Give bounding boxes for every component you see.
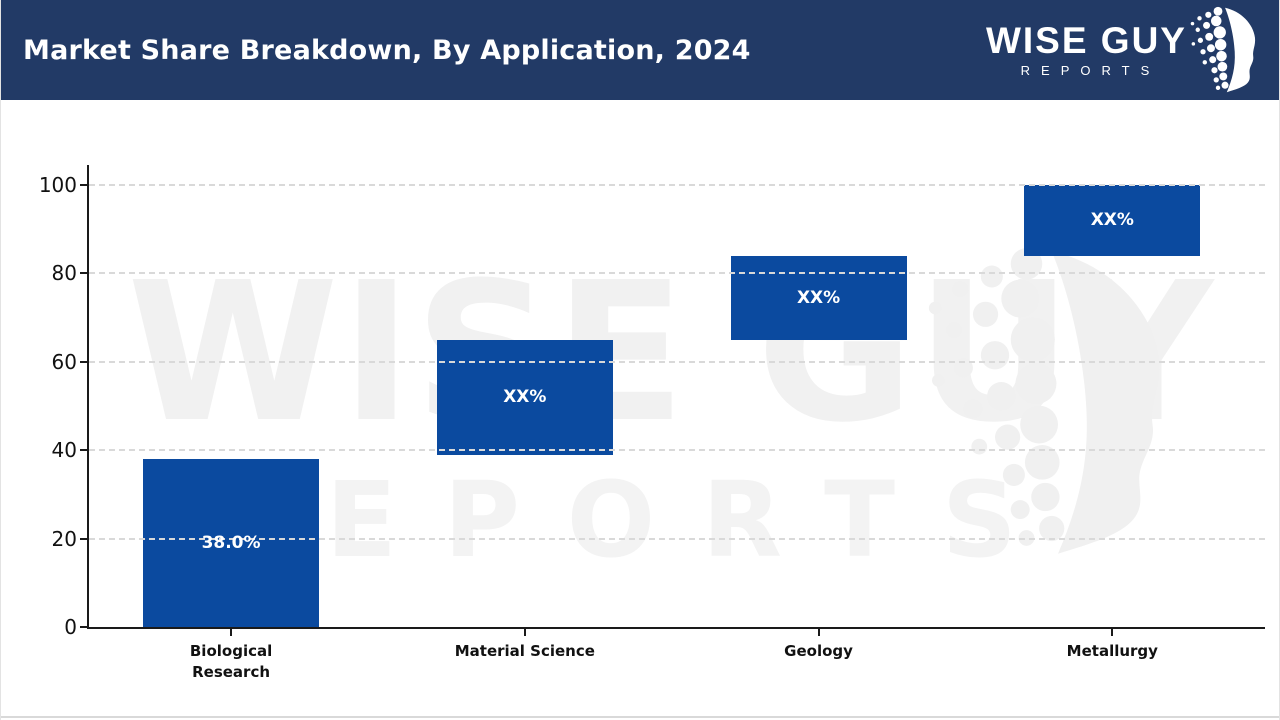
watermark-text-line2: REPORTS: [199, 459, 1064, 581]
x-category-label-biological-research: Biological Research: [189, 642, 273, 681]
x-category-label-material-science: Material Science: [454, 642, 595, 660]
logo-line1: WISE GUY: [985, 20, 1187, 61]
chart-title: Market Share Breakdown, By Application, …: [23, 34, 751, 66]
header: Market Share Breakdown, By Application, …: [1, 0, 1279, 100]
bar-biological-research: [143, 459, 320, 627]
y-tick-mark-80: [80, 272, 88, 275]
watermark-face-icon: [928, 248, 1160, 554]
bar-material-science: [436, 339, 613, 455]
gridline-60: [89, 360, 1265, 363]
bar-value-label-metallurgy: XX%: [1090, 210, 1134, 231]
wiseguy-face-icon: [1190, 6, 1256, 93]
bar-value-label-material-science: XX%: [503, 387, 547, 408]
gridline-80: [89, 272, 1265, 275]
y-tick-label-40: 40: [51, 438, 77, 463]
logo-line2: REPORTS: [1020, 63, 1161, 78]
x-category-label-metallurgy: Metallurgy: [1066, 642, 1158, 660]
gridline-20: [89, 537, 1265, 540]
x-axis-line: [87, 627, 1265, 629]
gridline-40: [89, 449, 1265, 452]
y-tick-mark-100: [80, 184, 88, 186]
x-tick-mark-metallurgy: [1111, 629, 1114, 636]
x-tick-mark-biological-research: [230, 629, 233, 636]
y-tick-label-0: 0: [64, 615, 77, 639]
y-tick-mark-20: [80, 537, 88, 540]
y-tick-label-20: 20: [51, 526, 77, 551]
bar-metallurgy: [1024, 185, 1201, 256]
y-tick-label-60: 60: [51, 349, 77, 374]
bar-value-label-geology: XX%: [796, 287, 841, 308]
bar-value-label-biological-research: 38.0%: [201, 533, 261, 554]
y-tick-mark-60: [80, 360, 88, 363]
gridline-100: [89, 184, 1265, 186]
x-tick-mark-geology: [817, 629, 820, 636]
y-tick-label-100: 100: [38, 173, 77, 197]
bar-geology: [730, 255, 907, 340]
wiseguy-logo: WISE GUY REPORTS: [986, 6, 1265, 94]
y-axis-line: [87, 165, 89, 629]
x-category-label-geology: Geology: [784, 642, 853, 660]
x-tick-mark-material-science: [523, 629, 526, 636]
y-tick-mark-40: [80, 449, 88, 452]
y-tick-mark-0: [80, 626, 88, 628]
bottom-divider: [1, 716, 1279, 718]
wiseguy-logo-text: WISE GUY REPORTS: [986, 22, 1187, 78]
y-tick-label-80: 80: [51, 261, 77, 286]
